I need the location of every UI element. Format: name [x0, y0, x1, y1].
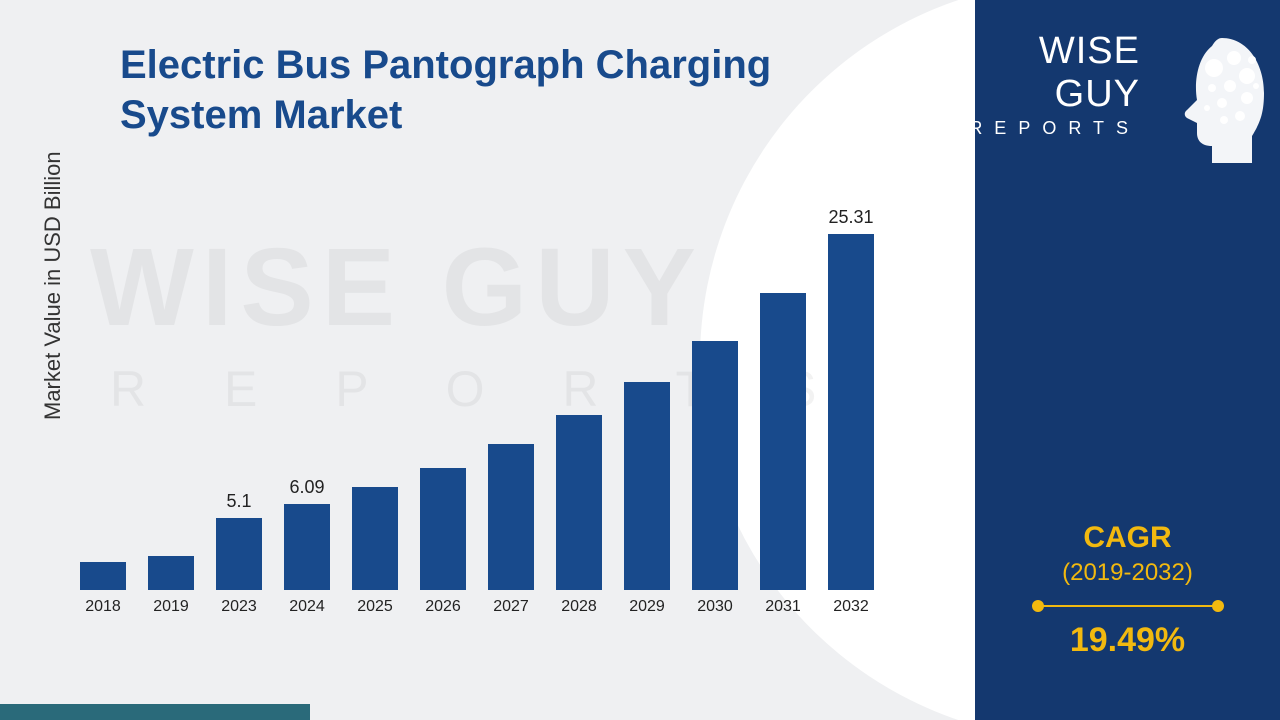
bar — [420, 468, 466, 590]
bar — [148, 556, 194, 590]
bar-chart: 2018201920235.120246.0920252026202720282… — [70, 190, 900, 620]
x-tick-label: 2031 — [749, 598, 817, 616]
bar-value-label: 6.09 — [273, 477, 341, 498]
bar — [284, 504, 330, 590]
bar — [80, 562, 126, 590]
cagr-block: CAGR (2019-2032) 19.49% — [1015, 521, 1240, 660]
chart-title: Electric Bus Pantograph Charging System … — [120, 40, 900, 140]
x-tick-label: 2019 — [137, 598, 205, 616]
bar — [216, 518, 262, 590]
y-axis-label: Market Value in USD Billion — [40, 151, 66, 420]
bar-value-label: 5.1 — [205, 491, 273, 512]
x-tick-label: 2023 — [205, 598, 273, 616]
right-panel: WISE GUY REPORTS CAGR (2019-2032) 19.49% — [975, 0, 1280, 720]
cagr-value: 19.49% — [1015, 621, 1240, 660]
x-tick-label: 2025 — [341, 598, 409, 616]
bar — [556, 415, 602, 590]
bar — [624, 382, 670, 590]
head-silhouette-icon — [1152, 28, 1272, 168]
bar — [488, 444, 534, 590]
brand-logo: WISE GUY REPORTS — [969, 30, 1140, 139]
x-tick-label: 2030 — [681, 598, 749, 616]
bar — [760, 293, 806, 590]
x-tick-label: 2024 — [273, 598, 341, 616]
infographic-canvas: WISE GUY REPORTS CAGR (2019-2032) 19.49%… — [0, 0, 1280, 720]
x-tick-label: 2027 — [477, 598, 545, 616]
dot-icon — [1032, 600, 1044, 612]
dot-icon — [1212, 600, 1224, 612]
x-tick-label: 2029 — [613, 598, 681, 616]
logo-text-main: WISE GUY — [969, 30, 1140, 116]
cagr-divider — [1038, 605, 1218, 607]
bar — [692, 341, 738, 590]
cagr-label: CAGR — [1015, 521, 1240, 555]
bar — [828, 234, 874, 590]
x-tick-label: 2026 — [409, 598, 477, 616]
cagr-range: (2019-2032) — [1015, 559, 1240, 587]
logo-text-sub: REPORTS — [969, 118, 1140, 139]
bottom-accent-bar — [0, 704, 310, 720]
x-tick-label: 2028 — [545, 598, 613, 616]
x-tick-label: 2018 — [69, 598, 137, 616]
bar-value-label: 25.31 — [817, 207, 885, 228]
x-tick-label: 2032 — [817, 598, 885, 616]
bar — [352, 487, 398, 590]
